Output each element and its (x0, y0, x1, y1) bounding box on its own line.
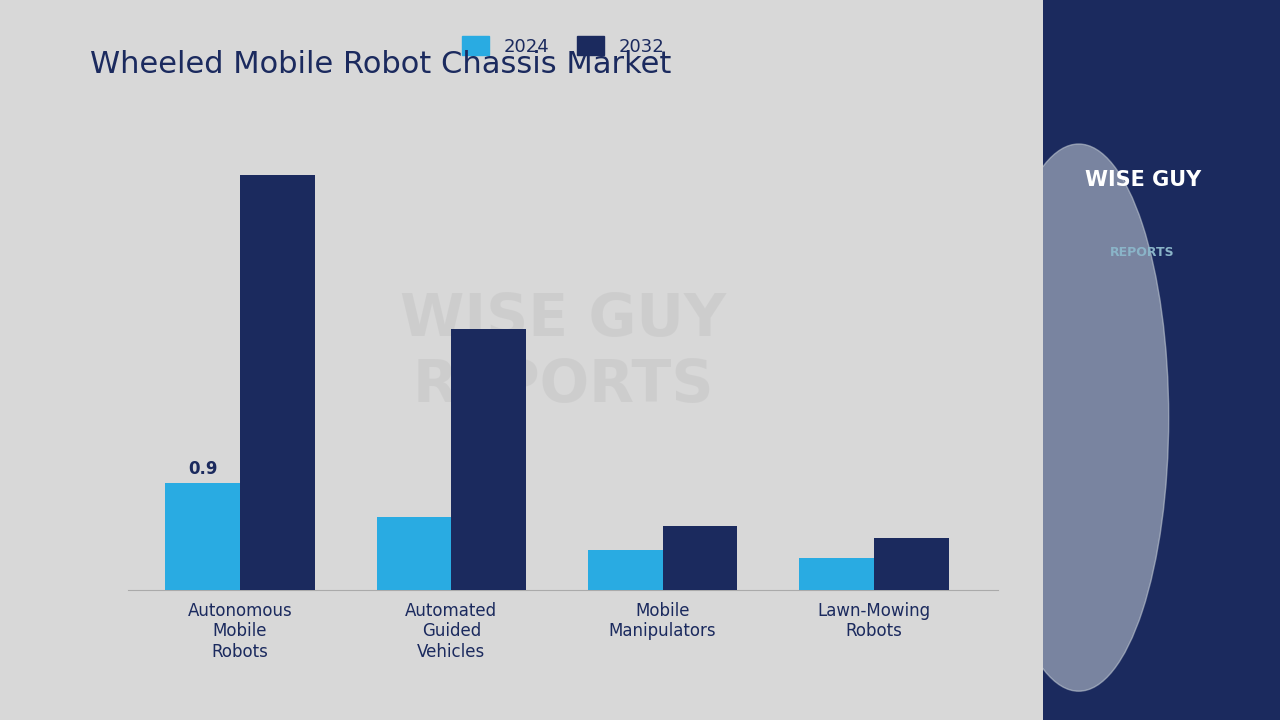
Circle shape (988, 144, 1169, 691)
Bar (588, 550, 663, 590)
Bar (874, 538, 948, 590)
Bar (165, 484, 239, 590)
Text: 0.9: 0.9 (188, 459, 218, 477)
Text: WISE GUY: WISE GUY (1084, 170, 1201, 190)
Bar (663, 526, 737, 590)
Bar (800, 558, 874, 590)
Bar (376, 517, 452, 590)
Bar (452, 329, 526, 590)
Text: WISE GUY
REPORTS: WISE GUY REPORTS (401, 292, 726, 414)
Bar (239, 174, 315, 590)
Text: Wheeled Mobile Robot Chassis Market: Wheeled Mobile Robot Chassis Market (90, 50, 671, 79)
Text: REPORTS: REPORTS (1110, 246, 1175, 258)
Legend: 2024, 2032: 2024, 2032 (456, 30, 671, 63)
